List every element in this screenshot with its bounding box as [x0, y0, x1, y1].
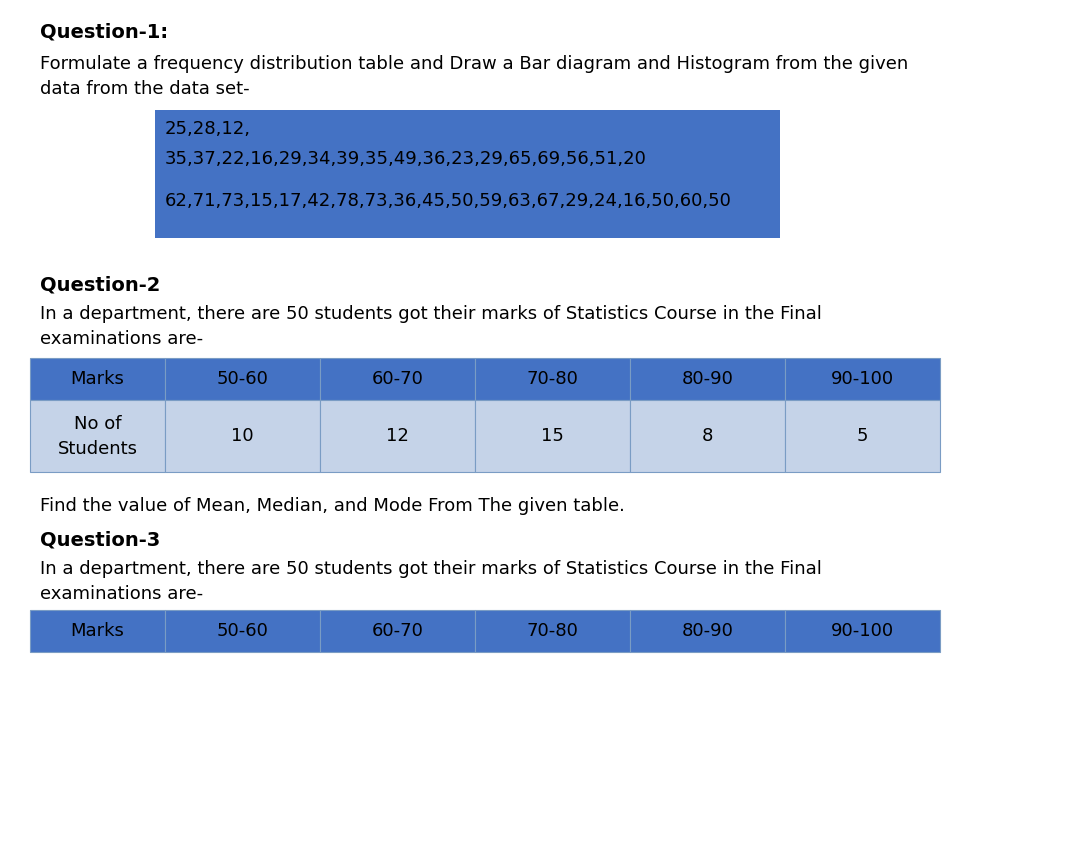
- FancyBboxPatch shape: [785, 400, 940, 472]
- Text: 70-80: 70-80: [527, 622, 578, 640]
- Text: 25,28,12,: 25,28,12,: [165, 120, 251, 138]
- Text: 70-80: 70-80: [527, 370, 578, 388]
- FancyBboxPatch shape: [320, 610, 476, 652]
- Text: 10: 10: [231, 427, 254, 445]
- Text: Marks: Marks: [71, 622, 124, 640]
- Text: No of
Students: No of Students: [58, 414, 137, 458]
- Text: Question-1:: Question-1:: [40, 22, 168, 41]
- Text: In a department, there are 50 students got their marks of Statistics Course in t: In a department, there are 50 students g…: [40, 560, 821, 578]
- Text: Formulate a frequency distribution table and Draw a Bar diagram and Histogram fr: Formulate a frequency distribution table…: [40, 55, 908, 73]
- Text: 80-90: 80-90: [681, 622, 734, 640]
- Text: 12: 12: [386, 427, 409, 445]
- Text: 50-60: 50-60: [216, 370, 269, 388]
- FancyBboxPatch shape: [785, 358, 940, 400]
- Text: In a department, there are 50 students got their marks of Statistics Course in t: In a department, there are 50 students g…: [40, 305, 821, 323]
- FancyBboxPatch shape: [30, 610, 165, 652]
- Text: 90-100: 90-100: [831, 370, 894, 388]
- FancyBboxPatch shape: [630, 358, 785, 400]
- Text: 50-60: 50-60: [216, 622, 269, 640]
- Text: Find the value of Mean, Median, and Mode From The given table.: Find the value of Mean, Median, and Mode…: [40, 497, 624, 515]
- FancyBboxPatch shape: [630, 610, 785, 652]
- FancyBboxPatch shape: [165, 610, 320, 652]
- Text: Question-3: Question-3: [40, 530, 161, 549]
- Text: 60-70: 60-70: [372, 622, 423, 640]
- FancyBboxPatch shape: [165, 400, 320, 472]
- FancyBboxPatch shape: [30, 400, 165, 472]
- Text: 35,37,22,16,29,34,39,35,49,36,23,29,65,69,56,51,20: 35,37,22,16,29,34,39,35,49,36,23,29,65,6…: [165, 150, 647, 168]
- Text: 5: 5: [857, 427, 869, 445]
- FancyBboxPatch shape: [30, 358, 165, 400]
- FancyBboxPatch shape: [165, 358, 320, 400]
- FancyBboxPatch shape: [320, 400, 476, 472]
- Text: 8: 8: [702, 427, 713, 445]
- Text: 90-100: 90-100: [831, 622, 894, 640]
- Text: 60-70: 60-70: [372, 370, 423, 388]
- FancyBboxPatch shape: [630, 400, 785, 472]
- FancyBboxPatch shape: [785, 610, 940, 652]
- FancyBboxPatch shape: [476, 610, 630, 652]
- FancyBboxPatch shape: [320, 358, 476, 400]
- FancyBboxPatch shape: [476, 400, 630, 472]
- Text: 15: 15: [541, 427, 564, 445]
- Text: examinations are-: examinations are-: [40, 585, 203, 603]
- Text: Question-2: Question-2: [40, 275, 161, 294]
- FancyBboxPatch shape: [476, 358, 630, 400]
- Text: 80-90: 80-90: [681, 370, 734, 388]
- Text: Marks: Marks: [71, 370, 124, 388]
- FancyBboxPatch shape: [155, 110, 780, 238]
- Text: data from the data set-: data from the data set-: [40, 80, 250, 98]
- Text: 62,71,73,15,17,42,78,73,36,45,50,59,63,67,29,24,16,50,60,50: 62,71,73,15,17,42,78,73,36,45,50,59,63,6…: [165, 192, 731, 210]
- Text: examinations are-: examinations are-: [40, 330, 203, 348]
